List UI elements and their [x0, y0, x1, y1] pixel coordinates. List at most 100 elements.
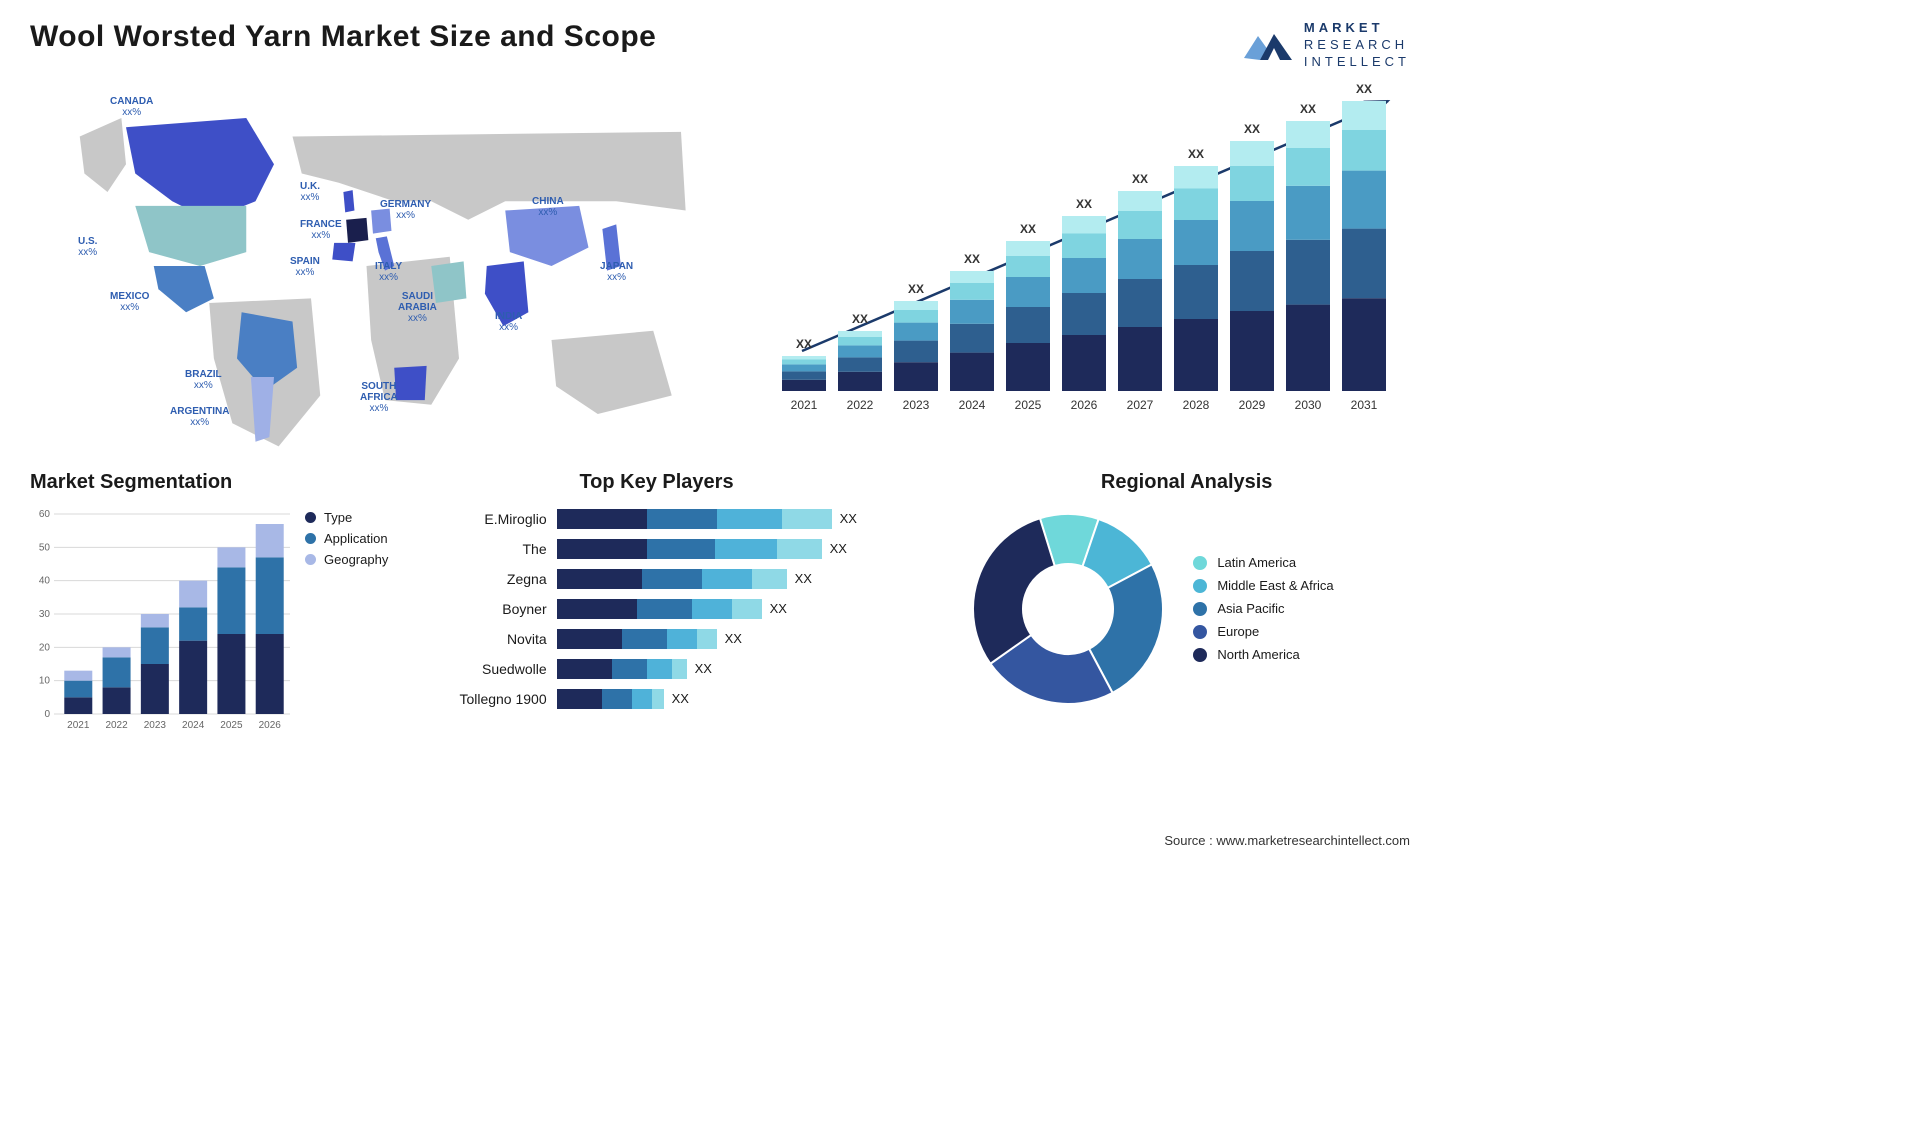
growth-value-label: XX [908, 282, 924, 296]
growth-bar-seg [782, 364, 826, 371]
growth-bar-seg [1230, 251, 1274, 311]
player-value-label: XX [695, 661, 712, 676]
seg-bar-seg [179, 580, 207, 607]
growth-bar-seg [950, 283, 994, 300]
growth-value-label: XX [1300, 102, 1316, 116]
player-bars-column: XXXXXXXXXXXXXX [557, 504, 944, 714]
growth-bar-seg [1006, 343, 1050, 391]
growth-value-label: XX [1188, 147, 1204, 161]
player-bar-row: XX [557, 594, 944, 624]
seg-year-label: 2026 [259, 720, 282, 731]
seg-legend-item: Type [305, 510, 388, 525]
seg-bar-seg [256, 557, 284, 634]
growth-bar-seg [1062, 233, 1106, 258]
growth-bar-chart: 2021XX2022XX2023XX2024XX2025XX2026XX2027… [770, 81, 1410, 451]
growth-bar-seg [1342, 130, 1386, 171]
seg-year-label: 2025 [220, 720, 243, 731]
player-name: Zegna [459, 564, 546, 594]
growth-bar-seg [1062, 335, 1106, 391]
map-label-china: CHINAxx% [532, 196, 564, 218]
seg-ytick: 20 [39, 642, 51, 653]
seg-bar-seg [179, 640, 207, 713]
players-title: Top Key Players [579, 471, 943, 494]
logo-line1: MARKET [1304, 20, 1410, 37]
growth-bar-seg [838, 345, 882, 357]
growth-bar-seg [1006, 277, 1050, 307]
growth-bar-seg [894, 301, 938, 310]
player-value-label: XX [770, 601, 787, 616]
country-usa [135, 206, 246, 266]
map-label-italy: ITALYxx% [375, 261, 402, 283]
seg-ytick: 10 [39, 675, 51, 686]
growth-year-label: 2021 [791, 398, 818, 412]
growth-bar-seg [1286, 148, 1330, 186]
growth-bar-seg [1286, 121, 1330, 148]
growth-value-label: XX [852, 312, 868, 326]
seg-bar-seg [217, 567, 245, 634]
growth-bar-seg [894, 310, 938, 323]
donut-legend-item: Middle East & Africa [1193, 578, 1333, 593]
growth-bar-seg [1062, 293, 1106, 335]
growth-bar-seg [1006, 241, 1050, 256]
donut-legend-item: Asia Pacific [1193, 601, 1333, 616]
growth-bar-seg [894, 362, 938, 391]
player-bar-row: XX [557, 564, 944, 594]
growth-bar-seg [894, 322, 938, 340]
growth-year-label: 2031 [1351, 398, 1378, 412]
regional-title: Regional Analysis [963, 471, 1410, 494]
segmentation-legend: TypeApplicationGeography [305, 504, 388, 744]
seg-year-label: 2023 [144, 720, 167, 731]
logo-line3: INTELLECT [1304, 54, 1410, 71]
player-value-label: XX [672, 691, 689, 706]
map-label-argentina: ARGENTINAxx% [170, 406, 229, 428]
growth-year-label: 2023 [903, 398, 930, 412]
player-bar-row: XX [557, 624, 944, 654]
growth-year-label: 2022 [847, 398, 874, 412]
seg-legend-item: Application [305, 531, 388, 546]
seg-ytick: 60 [39, 509, 51, 520]
growth-year-label: 2026 [1071, 398, 1098, 412]
seg-bar-seg [256, 634, 284, 714]
growth-bar-seg [838, 337, 882, 345]
growth-bar-seg [1342, 228, 1386, 298]
player-bar-row: XX [557, 684, 944, 714]
growth-bar-seg [1118, 239, 1162, 279]
seg-bar-seg [217, 634, 245, 714]
segmentation-chart: 0102030405060202120222023202420252026 [30, 504, 290, 744]
regional-donut-chart [963, 504, 1173, 714]
country-mexico [154, 266, 214, 312]
growth-bar-seg [1230, 141, 1274, 166]
growth-value-label: XX [1244, 122, 1260, 136]
growth-bar-seg [950, 271, 994, 283]
growth-bar-seg [1230, 311, 1274, 391]
map-label-france: FRANCExx% [300, 219, 342, 241]
growth-value-label: XX [1132, 172, 1148, 186]
seg-ytick: 0 [44, 709, 50, 720]
growth-bar-seg [782, 379, 826, 390]
growth-bar-seg [950, 352, 994, 390]
growth-bar-seg [782, 371, 826, 379]
player-name: Novita [459, 624, 546, 654]
growth-bar-seg [1006, 307, 1050, 343]
player-name: Suedwolle [459, 654, 546, 684]
country-safrica [394, 366, 426, 400]
growth-bar-seg [1118, 279, 1162, 327]
seg-bar-seg [179, 607, 207, 640]
segmentation-title: Market Segmentation [30, 471, 439, 494]
player-name: Boyner [459, 594, 546, 624]
growth-year-label: 2027 [1127, 398, 1154, 412]
player-bar-row: XX [557, 654, 944, 684]
map-label-saudiarabia: SAUDIARABIAxx% [398, 291, 437, 324]
player-bar-row: XX [557, 504, 944, 534]
growth-value-label: XX [1356, 82, 1372, 96]
player-name: Tollegno 1900 [459, 684, 546, 714]
map-label-india: INDIAxx% [495, 311, 522, 333]
growth-year-label: 2028 [1183, 398, 1210, 412]
growth-bar-seg [782, 356, 826, 360]
country-uk [343, 190, 354, 212]
player-name: E.Miroglio [459, 504, 546, 534]
seg-bar-seg [141, 664, 169, 714]
map-label-brazil: BRAZILxx% [185, 369, 222, 391]
page-title: Wool Worsted Yarn Market Size and Scope [30, 20, 656, 54]
seg-year-label: 2024 [182, 720, 205, 731]
